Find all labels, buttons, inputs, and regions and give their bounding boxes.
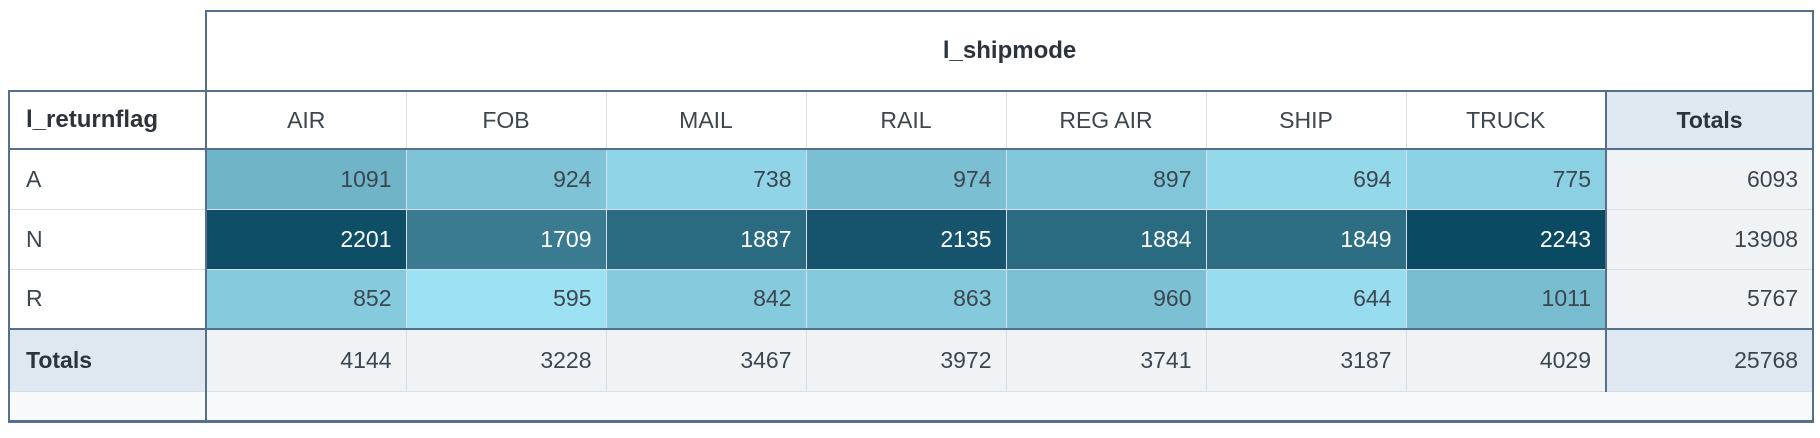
bottom-strip-left-cell [8, 391, 207, 423]
column-total-mail[interactable]: 3467 [605, 328, 806, 392]
bottom-strip [8, 391, 1815, 423]
header-row: l_returnflag AIR FOB MAIL RAIL REG AIR SHIP TR… [8, 90, 1815, 150]
column-header-fob[interactable]: FOB [405, 91, 606, 150]
cell-n-truck[interactable]: 2243 [1405, 209, 1606, 270]
column-header-truck[interactable]: TRUCK [1405, 91, 1606, 150]
pivot-table: l_shipmode l_returnflag AIR FOB MAIL RAIL RE… [8, 10, 1815, 423]
data-row-r: R 852 595 842 863 960 644 1011 5767 [8, 269, 1815, 330]
row-total-a[interactable]: 6093 [1604, 149, 1815, 210]
cell-n-fob[interactable]: 1709 [405, 209, 606, 270]
corner-spacer [9, 11, 206, 91]
cell-a-reg-air[interactable]: 897 [1005, 149, 1206, 210]
cell-a-fob[interactable]: 924 [405, 149, 606, 210]
row-label-n[interactable]: N [8, 209, 207, 270]
column-header-air[interactable]: AIR [205, 91, 406, 150]
caption-row: l_shipmode [9, 10, 1815, 92]
cell-r-ship[interactable]: 644 [1205, 269, 1406, 330]
cell-n-air[interactable]: 2201 [205, 209, 406, 270]
column-total-fob[interactable]: 3228 [405, 328, 606, 392]
row-total-r[interactable]: 5767 [1604, 269, 1815, 330]
column-total-reg-air[interactable]: 3741 [1005, 328, 1206, 392]
cell-r-rail[interactable]: 863 [805, 269, 1006, 330]
cell-r-truck[interactable]: 1011 [1405, 269, 1606, 330]
column-total-truck[interactable]: 4029 [1405, 328, 1606, 392]
cell-r-fob[interactable]: 595 [405, 269, 606, 330]
cell-n-reg-air[interactable]: 1884 [1005, 209, 1206, 270]
row-label-a[interactable]: A [8, 149, 207, 210]
column-header-mail[interactable]: MAIL [605, 91, 806, 150]
column-header-totals: Totals [1604, 91, 1815, 150]
cell-a-ship[interactable]: 694 [1205, 149, 1406, 210]
column-total-air[interactable]: 4144 [205, 328, 406, 392]
column-total-ship[interactable]: 3187 [1205, 328, 1406, 392]
cell-n-rail[interactable]: 2135 [805, 209, 1006, 270]
column-field-caption: l_shipmode [204, 10, 1815, 92]
cell-a-air[interactable]: 1091 [205, 149, 406, 210]
row-total-n[interactable]: 13908 [1604, 209, 1815, 270]
totals-row-label: Totals [8, 328, 207, 392]
cell-r-air[interactable]: 852 [205, 269, 406, 330]
data-row-a: A 1091 924 738 974 897 694 775 6093 [8, 149, 1815, 210]
column-header-rail[interactable]: RAIL [805, 91, 1006, 150]
column-header-reg-air[interactable]: REG AIR [1005, 91, 1206, 150]
cell-r-mail[interactable]: 842 [605, 269, 806, 330]
bottom-strip-main-cell [206, 391, 1815, 423]
cell-n-mail[interactable]: 1887 [605, 209, 806, 270]
totals-row: Totals 4144 3228 3467 3972 3741 3187 4029 25768 [8, 328, 1815, 392]
row-field-label: l_returnflag [8, 90, 207, 150]
cell-a-truck[interactable]: 775 [1405, 149, 1606, 210]
cell-r-reg-air[interactable]: 960 [1005, 269, 1206, 330]
column-total-rail[interactable]: 3972 [805, 328, 1006, 392]
grand-total[interactable]: 25768 [1604, 328, 1815, 392]
cell-n-ship[interactable]: 1849 [1205, 209, 1406, 270]
column-header-ship[interactable]: SHIP [1205, 91, 1406, 150]
row-label-r[interactable]: R [8, 269, 207, 330]
pivot-body: A 1091 924 738 974 897 694 775 6093 N 2201 1709 1887… [8, 149, 1815, 423]
cell-a-mail[interactable]: 738 [605, 149, 806, 210]
cell-a-rail[interactable]: 974 [805, 149, 1006, 210]
data-row-n: N 2201 1709 1887 2135 1884 1849 2243 13908 [8, 209, 1815, 270]
